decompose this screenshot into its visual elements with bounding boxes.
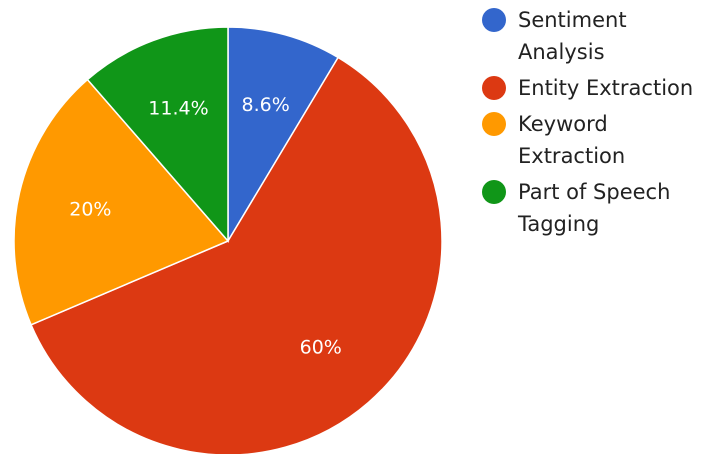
legend-item-sentiment-analysis[interactable]: Sentiment Analysis [482,4,709,68]
slice-label-sentiment-analysis: 8.6% [242,94,290,116]
legend-item-keyword-extraction[interactable]: Keyword Extraction [482,108,709,172]
legend-swatch-part-of-speech-tagging [482,180,506,204]
legend-label-entity-extraction: Entity Extraction [518,76,694,100]
pie-slice-sentiment-analysis[interactable] [227,26,340,244]
slice-label-entity-extraction: 60% [300,337,342,359]
legend-item-part-of-speech-tagging[interactable]: Part of Speech Tagging [482,176,709,240]
slice-label-keyword-extraction: 20% [69,198,111,220]
legend-label-keyword-extraction: Keyword Extraction [518,112,626,168]
legend-label-sentiment-analysis: Sentiment Analysis [518,8,627,64]
pie-slice-part-of-speech-tagging[interactable] [86,26,229,244]
pie-slice-keyword-extraction[interactable] [13,78,230,326]
legend-label-part-of-speech-tagging: Part of Speech Tagging [518,180,671,236]
slice-label-part-of-speech-tagging: 11.4% [148,98,208,120]
legend-swatch-sentiment-analysis [482,8,506,32]
legend-swatch-entity-extraction [482,76,506,100]
legend-item-entity-extraction[interactable]: Entity Extraction [482,72,709,104]
legend-swatch-keyword-extraction [482,112,506,136]
pie-slice-entity-extraction[interactable] [30,56,443,454]
chart-legend: Sentiment Analysis Entity Extraction Key… [482,4,709,244]
